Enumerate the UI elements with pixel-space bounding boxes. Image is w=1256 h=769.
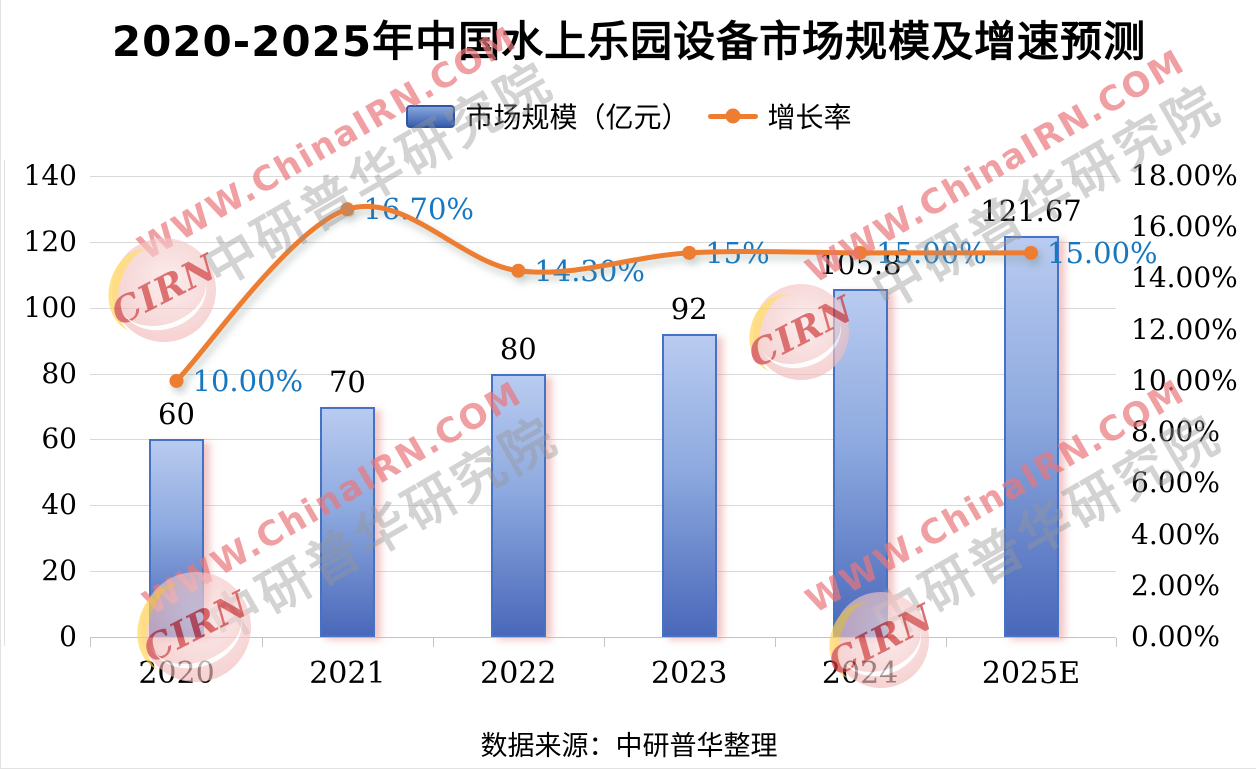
legend-bar-label: 市场规模（亿元） [465,101,690,134]
gridline [90,307,1116,309]
left-axis-tick-label: 80 [41,356,77,390]
right-axis-tick-label: 8.00% [1131,415,1220,449]
growth-line-marker [169,373,184,388]
bar-value-label: 92 [670,292,708,327]
right-axis-tick-label: 12.00% [1131,312,1238,346]
growth-line-marker [511,263,526,278]
x-axis-category-label: 2023 [651,656,728,691]
legend-bar-swatch [406,104,456,128]
gridline [90,439,1116,441]
bar [490,373,546,637]
legend-line-swatch [707,108,758,124]
x-axis-tick [1116,638,1117,647]
chart-edge-line [4,160,5,646]
bar-value-label: 60 [158,397,195,432]
bar-value-label: 70 [328,364,366,399]
gridline [90,241,1116,243]
x-axis-tick [603,638,605,647]
x-axis-tick [261,638,263,647]
left-axis-tick-label: 0 [59,620,77,653]
chart-title: 2020-2025年中国水上乐园设备市场规模及增速预测 [111,17,1147,66]
growth-line-path [174,203,1034,384]
right-axis-tick-label: 18.00% [1131,159,1238,192]
growth-line-marker [1024,245,1038,260]
left-axis-tick-label: 140 [23,159,77,192]
right-axis-tick-label: 16.00% [1131,210,1238,244]
growth-line-marker [682,245,697,260]
gridline [90,571,1116,573]
gridline [90,176,1116,177]
right-axis-tick-label: 2.00% [1131,568,1220,602]
right-axis-tick-label: 0.00% [1131,620,1220,653]
legend-line-label: 增长率 [767,101,852,134]
growth-line-marker [340,202,355,217]
left-axis-tick-label: 40 [41,488,77,522]
x-axis-tick [774,638,776,647]
bar-value-label: 121.67 [980,194,1082,229]
x-axis-line [90,637,1116,638]
gridline [90,373,1116,375]
bar [1003,236,1059,637]
right-axis-tick-label: 4.00% [1131,517,1220,551]
left-axis-tick-label: 20 [41,554,77,588]
growth-value-label: 10.00% [192,363,304,398]
legend-line-marker-icon [725,108,740,124]
growth-value-label: 15.00% [1047,235,1158,270]
gridline [90,505,1116,507]
growth-line-marker [853,245,868,260]
x-axis-tick [432,638,434,647]
right-axis-tick-label: 14.00% [1131,261,1238,295]
x-axis-tick [945,638,947,647]
bar [319,406,375,637]
bar-value-label: 80 [499,331,537,366]
x-axis-category-label: 2025E [981,656,1081,691]
source-note: 数据来源：中研普华整理 [480,731,778,762]
x-axis-tick [90,638,91,647]
x-axis-category-label: 2021 [309,656,386,691]
left-axis-tick-label: 100 [23,290,77,324]
x-axis-category-label: 2022 [480,656,557,691]
right-axis-tick-label: 10.00% [1131,363,1238,397]
legend: 市场规模（亿元） 增长率 [1,96,1256,136]
right-axis-tick-label: 6.00% [1131,466,1220,500]
left-axis-tick-label: 60 [41,422,77,456]
left-axis-tick-label: 120 [23,224,77,258]
bar [661,334,717,637]
